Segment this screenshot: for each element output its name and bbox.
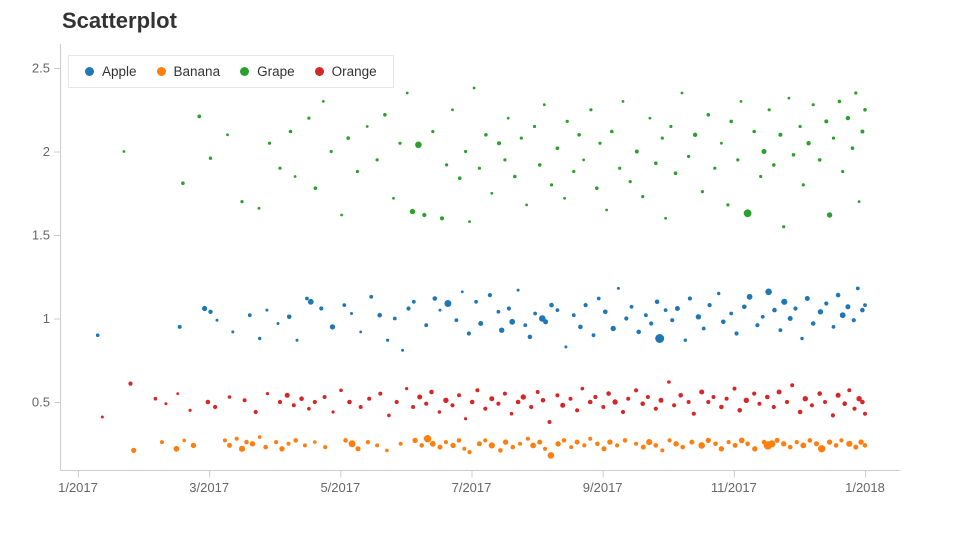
legend: Apple Banana Grape Orange	[68, 55, 394, 88]
legend-item-banana[interactable]: Banana	[156, 64, 221, 79]
legend-item-label: Banana	[173, 64, 221, 79]
x-tick-label: 5/2017	[320, 480, 360, 495]
legend-marker-icon	[240, 67, 250, 76]
legend-item-orange[interactable]: Orange	[314, 64, 377, 79]
y-tick-label: 1.5	[32, 228, 50, 243]
x-tick-label: 1/2017	[58, 480, 98, 495]
series-banana	[131, 435, 868, 459]
series-apple	[95, 286, 867, 352]
legend-item-grape[interactable]: Grape	[240, 64, 295, 79]
y-tick-label: 2.5	[32, 61, 50, 76]
x-tick-label: 7/2017	[452, 480, 492, 495]
y-tick-label: 2	[43, 144, 50, 159]
x-tick-label: 3/2017	[189, 480, 229, 495]
series-orange	[100, 380, 867, 424]
series-grape	[122, 86, 867, 229]
legend-marker-icon	[85, 67, 94, 76]
y-tick-label: 1	[43, 311, 50, 326]
chart-title: Scatterplot	[62, 8, 177, 33]
legend-marker-icon	[314, 67, 324, 76]
x-tick-label: 11/2017	[711, 480, 757, 495]
legend-item-apple[interactable]: Apple	[85, 64, 137, 79]
legend-item-label: Apple	[102, 64, 137, 79]
legend-item-label: Grape	[257, 64, 295, 79]
x-tick-label: 1/2018	[845, 480, 885, 495]
y-tick-label: 0.5	[32, 395, 50, 410]
legend-marker-icon	[156, 67, 166, 76]
legend-item-label: Orange	[331, 64, 377, 79]
x-tick-label: 9/2017	[583, 480, 623, 495]
